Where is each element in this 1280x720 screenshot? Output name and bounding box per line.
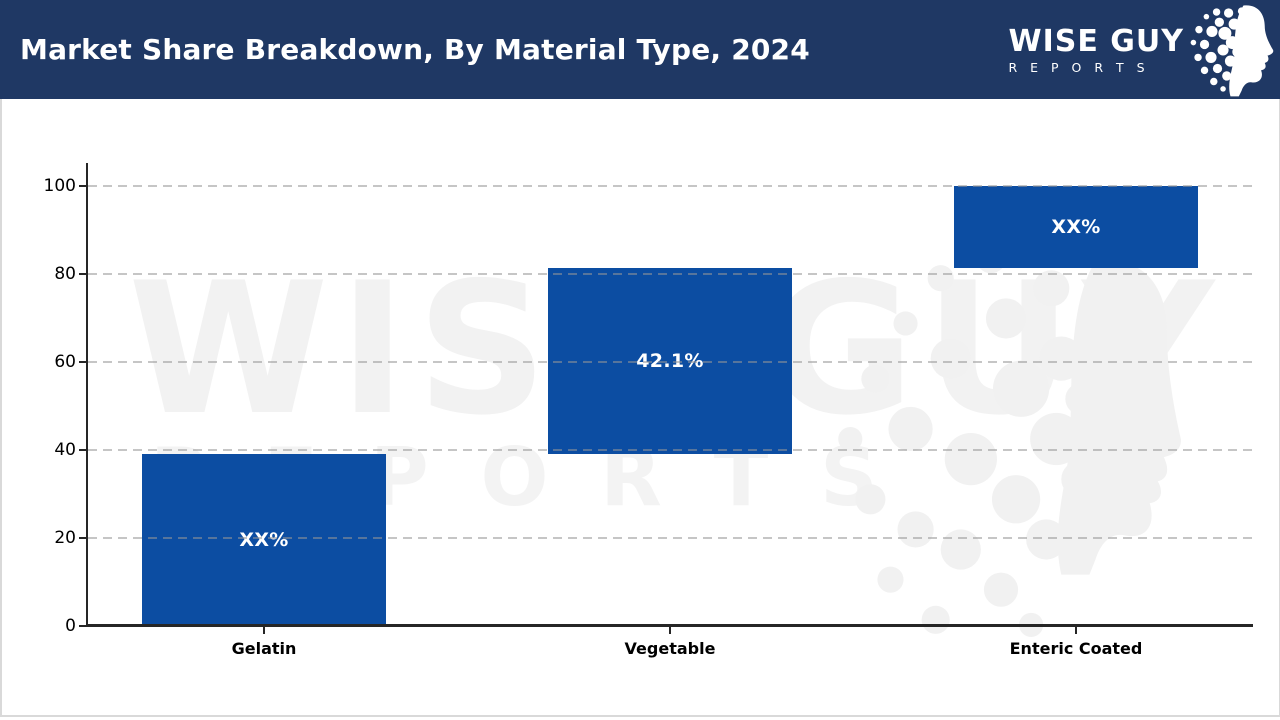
- gridline-y100: [88, 185, 1253, 187]
- x-tick-3: [1075, 627, 1077, 634]
- y-tick-label-40: 40: [54, 440, 76, 460]
- gridline-y40: [88, 449, 1253, 451]
- y-tick-label-100: 100: [43, 176, 76, 196]
- y-tick-label-0: 0: [65, 616, 76, 636]
- x-tick-1: [263, 627, 265, 634]
- bar-enteric-coated: XX%: [954, 186, 1198, 269]
- page-title: Market Share Breakdown, By Material Type…: [20, 33, 810, 66]
- x-category-label: Enteric Coated: [1009, 639, 1143, 658]
- x-axis-spine: [86, 624, 1253, 627]
- bar-value-label: XX%: [239, 528, 289, 551]
- x-category-label: Vegetable: [624, 639, 716, 658]
- y-tick-100: [79, 185, 86, 187]
- header-bar: Market Share Breakdown, By Material Type…: [0, 0, 1280, 99]
- y-tick-0: [79, 625, 86, 627]
- gridline-y60: [88, 361, 1253, 363]
- logo-head-icon: [1190, 4, 1274, 96]
- y-tick-20: [79, 537, 86, 539]
- logo-wordmark: WISE GUY: [1008, 23, 1184, 59]
- y-tick-label-60: 60: [54, 352, 76, 372]
- y-axis-spine: [86, 163, 88, 627]
- y-tick-label-80: 80: [54, 264, 76, 284]
- x-tick-2: [669, 627, 671, 634]
- y-tick-label-20: 20: [54, 528, 76, 548]
- gridline-y80: [88, 273, 1253, 275]
- y-tick-60: [79, 361, 86, 363]
- bar-value-label: XX%: [1051, 216, 1101, 239]
- x-category-label: Gelatin: [231, 639, 297, 658]
- logo-text: WISE GUY R E P O R T S: [1008, 23, 1184, 75]
- logo-subtitle: R E P O R T S: [1008, 59, 1150, 75]
- bar-value-label: 42.1%: [636, 349, 704, 372]
- bar-gelatin: XX%: [142, 453, 386, 626]
- gridline-y20: [88, 537, 1253, 539]
- y-tick-80: [79, 273, 86, 275]
- bar-vegetable: 42.1%: [548, 268, 792, 454]
- wiseguy-logo: WISE GUY R E P O R T S: [1008, 2, 1280, 98]
- y-tick-40: [79, 449, 86, 451]
